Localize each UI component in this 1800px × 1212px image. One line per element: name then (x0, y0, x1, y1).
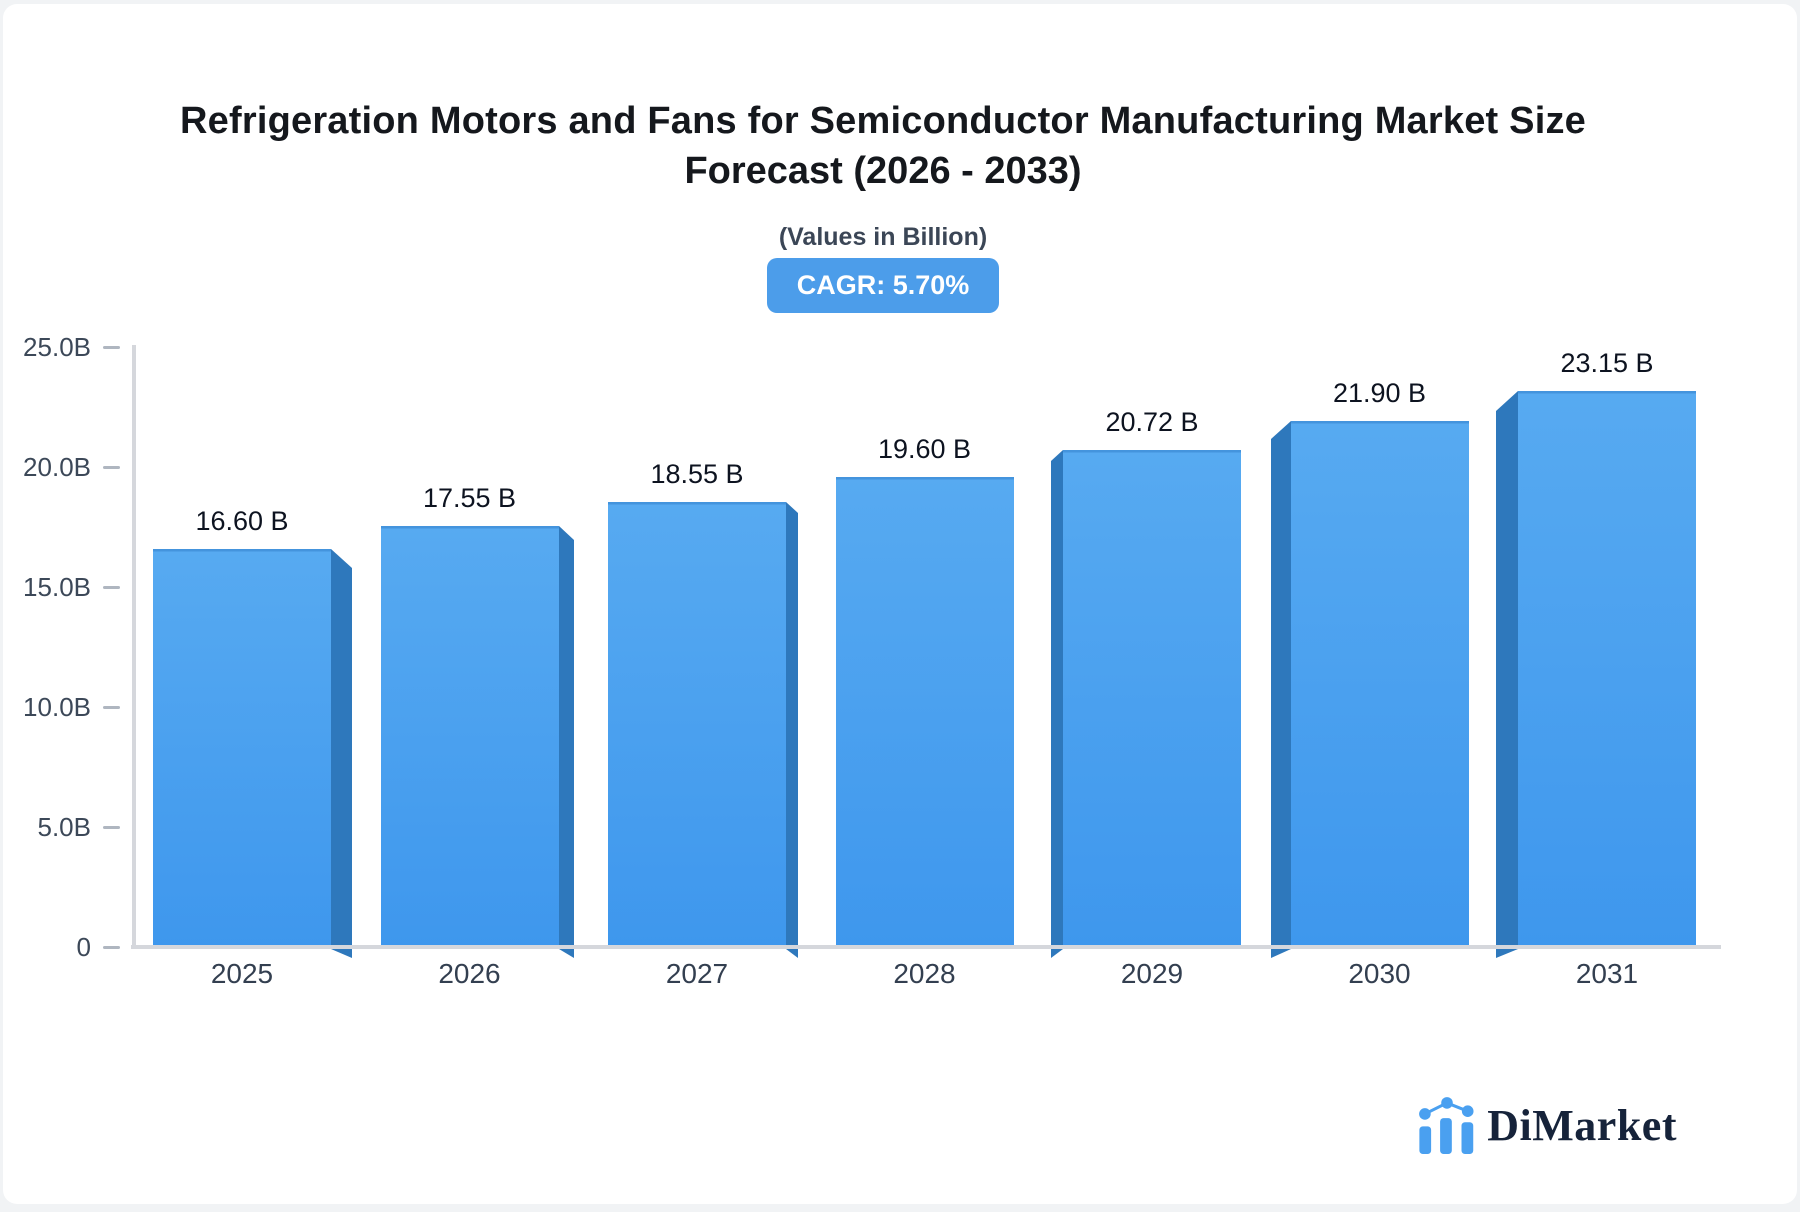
bar (1063, 450, 1241, 949)
y-axis-line (132, 345, 136, 949)
bar-side-3d (1496, 391, 1518, 958)
bar (836, 477, 1014, 949)
chart-subtitle: (Values in Billion) (778, 223, 988, 251)
x-axis-line (131, 945, 1721, 949)
x-axis-label: 2026 (438, 958, 501, 989)
bar-value-label: 21.90 B (1332, 378, 1427, 408)
bar (1518, 391, 1696, 949)
cagr-badge: CAGR: 5.70% (766, 258, 1000, 313)
y-axis-tick (103, 345, 120, 349)
x-axis-label: 2027 (665, 958, 729, 989)
y-axis-label: 25.0B (23, 332, 91, 362)
bar-value-label: 16.60 B (195, 506, 289, 536)
bar-value-label: 19.60 B (877, 434, 972, 464)
bar (1291, 421, 1469, 949)
bar-value-label: 17.55 B (422, 483, 517, 513)
bar-side-3d (1051, 450, 1063, 958)
bar (381, 526, 559, 949)
bar-top-edge (153, 549, 331, 552)
x-axis-label: 2030 (1348, 958, 1411, 989)
y-axis-label: 15.0B (23, 572, 91, 602)
chart-title-line2: Forecast (2026 - 2033) (684, 150, 1082, 192)
brand-logo: DiMarket (1419, 1096, 1677, 1154)
bar-top-edge (1063, 450, 1241, 453)
y-axis-tick (103, 825, 120, 829)
y-axis-label: 5.0B (37, 812, 92, 842)
bar-side-3d (786, 502, 798, 958)
bar (608, 502, 786, 949)
y-axis-label: 0 (76, 932, 91, 962)
y-axis-tick (103, 945, 120, 949)
bar-value-label: 18.55 B (650, 459, 744, 489)
cagr-badge-wrap: CAGR: 5.70% (3, 258, 1763, 313)
y-axis-tick (103, 465, 120, 469)
x-axis-label: 2031 (1575, 958, 1639, 989)
bar-chart-plot (153, 391, 1696, 958)
chart-title-line1: Refrigeration Motors and Fans for Semico… (180, 100, 1586, 142)
bar-top-edge (381, 526, 559, 529)
bar (153, 549, 331, 949)
y-axis-label: 10.0B (23, 692, 91, 722)
bar-side-3d (559, 526, 574, 958)
bar-side-3d (331, 549, 352, 958)
bar-top-edge (1518, 391, 1696, 394)
x-axis-label: 2029 (1120, 958, 1184, 989)
x-axis-label: 2025 (210, 958, 274, 989)
y-axis-tick (103, 705, 120, 709)
brand-logo-icon (1419, 1097, 1474, 1154)
bar-side-3d (1271, 421, 1291, 958)
y-axis-tick (103, 585, 120, 589)
bar-top-edge (608, 502, 786, 505)
bar-top-edge (836, 477, 1014, 480)
bar-top-edge (1291, 421, 1469, 424)
x-axis-label: 2028 (893, 958, 956, 989)
y-axis-label: 20.0B (23, 452, 91, 482)
bar-value-label: 23.15 B (1560, 348, 1654, 378)
bar-value-label: 20.72 B (1105, 407, 1199, 437)
chart-card: Refrigeration Motors and Fans for Semico… (3, 4, 1797, 1204)
brand-name: DiMarket (1487, 1100, 1677, 1150)
